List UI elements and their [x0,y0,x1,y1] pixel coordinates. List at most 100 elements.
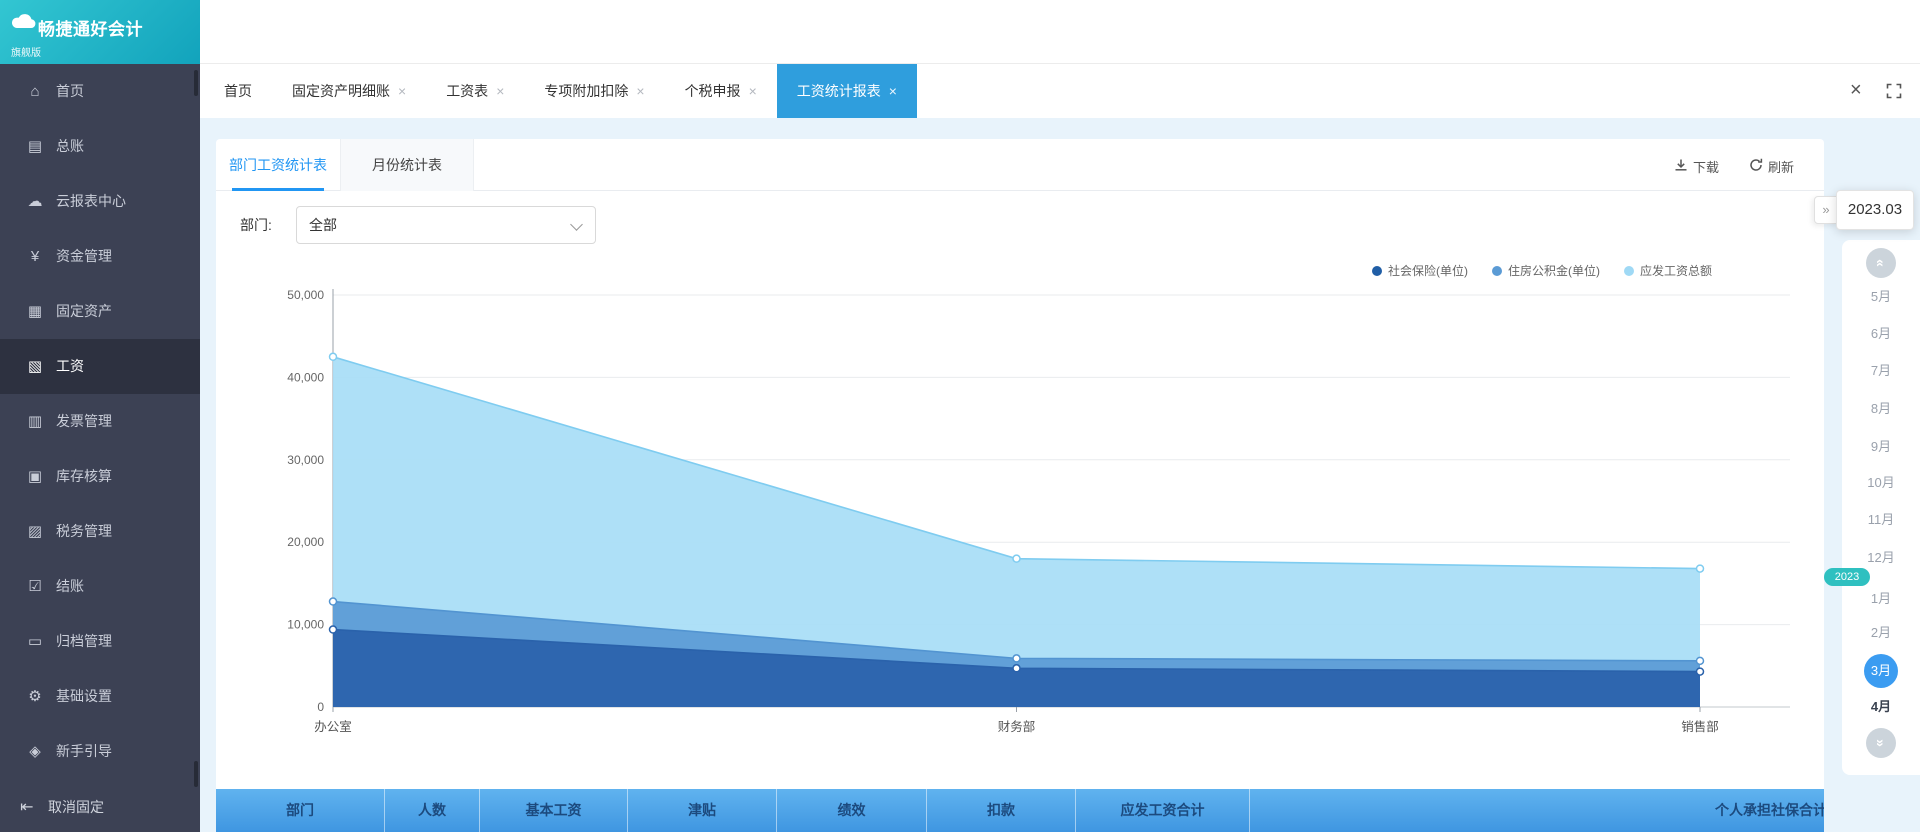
sidebar-item-guide[interactable]: ◈ 新手引导 [0,724,200,779]
sidebar-item-closing[interactable]: ☑ 结账 [0,559,200,614]
scroll-months-up-button[interactable]: « [1866,248,1896,278]
unpin-icon: ⇤ [20,799,34,816]
month-item-october[interactable]: 10月 [1867,475,1895,490]
column-header: 应发工资合计 [1076,789,1250,832]
column-header: 扣款 [927,789,1076,832]
sidebar-item-label: 新手引导 [56,743,112,759]
sidebar-item-tax[interactable]: ▨ 税务管理 [0,504,200,559]
month-item-may[interactable]: 5月 [1870,289,1892,304]
download-icon [1674,158,1688,175]
sidebar-item-fixed-assets[interactable]: ▦ 固定资产 [0,284,200,339]
column-header: 基本工资 [480,789,628,832]
close-icon[interactable]: × [636,83,645,99]
tax-icon: ▨ [27,523,43,540]
close-all-tabs-button[interactable]: × [1850,79,1862,101]
report-card: 部门工资统计表 月份统计表 下载 刷新 部门: 全部 社会保险(单位) 住房公积… [216,139,1824,832]
sidebar-item-payroll[interactable]: ▧ 工资 [0,339,200,394]
sidebar-item-settings[interactable]: ⚙ 基础设置 [0,669,200,724]
month-item-june[interactable]: 6月 [1870,326,1892,341]
legend-item-social-insurance[interactable]: 社会保险(单位) [1371,262,1468,279]
tab-income-tax-filing[interactable]: 个税申报 × [665,64,777,118]
closing-icon: ☑ [28,578,42,595]
settings-icon: ⚙ [28,688,42,705]
svg-text:30,000: 30,000 [287,453,324,467]
chart-legend: 社会保险(单位) 住房公积金(单位) 应发工资总额 [1371,262,1712,279]
unpin-sidebar-button[interactable]: ⇤ 取消固定 [0,782,200,832]
tab-label: 首页 [224,83,252,99]
tab-label: 工资表 [446,83,489,99]
cloud-report-icon: ☁ [27,193,43,210]
tab-home[interactable]: 首页 [204,64,272,118]
sidebar-item-label: 资金管理 [56,248,112,264]
download-button[interactable]: 下载 [1674,155,1719,177]
subtab-department-statistics[interactable]: 部门工资统计表 [229,157,327,173]
year-badge: 2023 [1824,568,1870,586]
month-item-december[interactable]: 12月 [1867,550,1895,565]
sidebar-item-general-ledger[interactable]: ▤ 总账 [0,119,200,174]
invoice-icon: ▥ [27,413,43,430]
archive-icon: ▭ [27,633,43,650]
month-item-april[interactable]: 4月 [1870,699,1892,714]
period-panel-collapse-handle[interactable]: » [1814,196,1838,224]
sidebar-item-inventory[interactable]: ▣ 库存核算 [0,449,200,504]
svg-text:0: 0 [317,700,324,714]
svg-text:10,000: 10,000 [287,618,324,632]
close-icon[interactable]: × [496,83,505,99]
fullscreen-icon[interactable] [1886,83,1902,104]
sidebar-item-archive[interactable]: ▭ 归档管理 [0,614,200,669]
sidebar-item-label: 首页 [56,83,84,99]
month-item-november[interactable]: 11月 [1867,512,1895,527]
chevron-up-double-icon: « [1872,259,1889,267]
sidebar-item-funds[interactable]: ¥ 资金管理 [0,229,200,284]
month-item-july[interactable]: 7月 [1870,363,1892,378]
payroll-icon: ▧ [27,358,43,375]
department-filter-label: 部门: [240,217,272,233]
chevron-down-double-icon: » [1872,739,1889,747]
column-header: 部门 [216,789,385,832]
app-title: 畅捷通好会计 [38,20,143,39]
app-edition: 旗舰版 [11,48,41,59]
funds-icon: ¥ [30,248,40,265]
scroll-months-down-button[interactable]: » [1866,728,1896,758]
month-item-august[interactable]: 8月 [1870,401,1892,416]
top-bar [0,0,1920,64]
legend-label: 住房公积金(单位) [1507,264,1600,278]
legend-item-gross-salary[interactable]: 应发工资总额 [1623,262,1712,279]
month-item-february[interactable]: 2月 [1870,625,1892,640]
sidebar-item-label: 工资 [56,358,84,374]
svg-text:20,000: 20,000 [287,535,324,549]
department-select[interactable]: 全部 [296,206,596,244]
tab-label: 固定资产明细账 [292,83,390,99]
close-icon[interactable]: × [888,83,897,99]
close-icon[interactable]: × [398,83,407,99]
month-item-september[interactable]: 9月 [1870,439,1892,454]
legend-item-housing-fund[interactable]: 住房公积金(单位) [1491,262,1600,279]
salary-area-chart: 0 10,000 20,000 30,000 40,000 50,000 办公室 财务部 销售部 [287,288,1790,734]
month-item-march-active[interactable]: 3月 [1864,654,1898,688]
column-header: 绩效 [777,789,927,832]
home-icon: ⌂ [30,83,40,100]
refresh-button[interactable]: 刷新 [1749,155,1794,177]
current-period-box[interactable]: 2023.03 [1836,190,1914,230]
svg-text:办公室: 办公室 [314,719,352,734]
legend-label: 应发工资总额 [1639,264,1712,278]
tab-fixed-asset-detail[interactable]: 固定资产明细账 × [272,64,426,118]
sidebar-item-home[interactable]: ⌂ 首页 [0,64,200,119]
tab-salary-sheet[interactable]: 工资表 × [426,64,524,118]
subtab-month-statistics[interactable]: 月份统计表 [340,139,474,191]
sidebar-item-label: 发票管理 [56,413,112,429]
report-subtabs: 部门工资统计表 月份统计表 下载 刷新 [216,139,1824,191]
sidebar-item-invoices[interactable]: ▥ 发票管理 [0,394,200,449]
ledger-icon: ▤ [27,138,43,155]
salary-table-header: 部门 人数 基本工资 津贴 绩效 扣款 应发工资合计 个人承担社保合计 [216,789,1824,832]
sidebar-scrollbar-thumb[interactable] [194,761,198,787]
month-item-january[interactable]: 1月 [1870,591,1892,606]
column-header: 津贴 [628,789,777,832]
tab-salary-statistics-report[interactable]: 工资统计报表 × [776,64,917,118]
refresh-icon [1749,158,1763,175]
close-icon[interactable]: × [748,83,757,99]
sidebar-scrollbar-thumb[interactable] [194,70,198,96]
sidebar-item-cloud-reports[interactable]: ☁ 云报表中心 [0,174,200,229]
tab-special-deduction[interactable]: 专项附加扣除 × [524,64,664,118]
sidebar-item-label: 总账 [56,138,84,154]
